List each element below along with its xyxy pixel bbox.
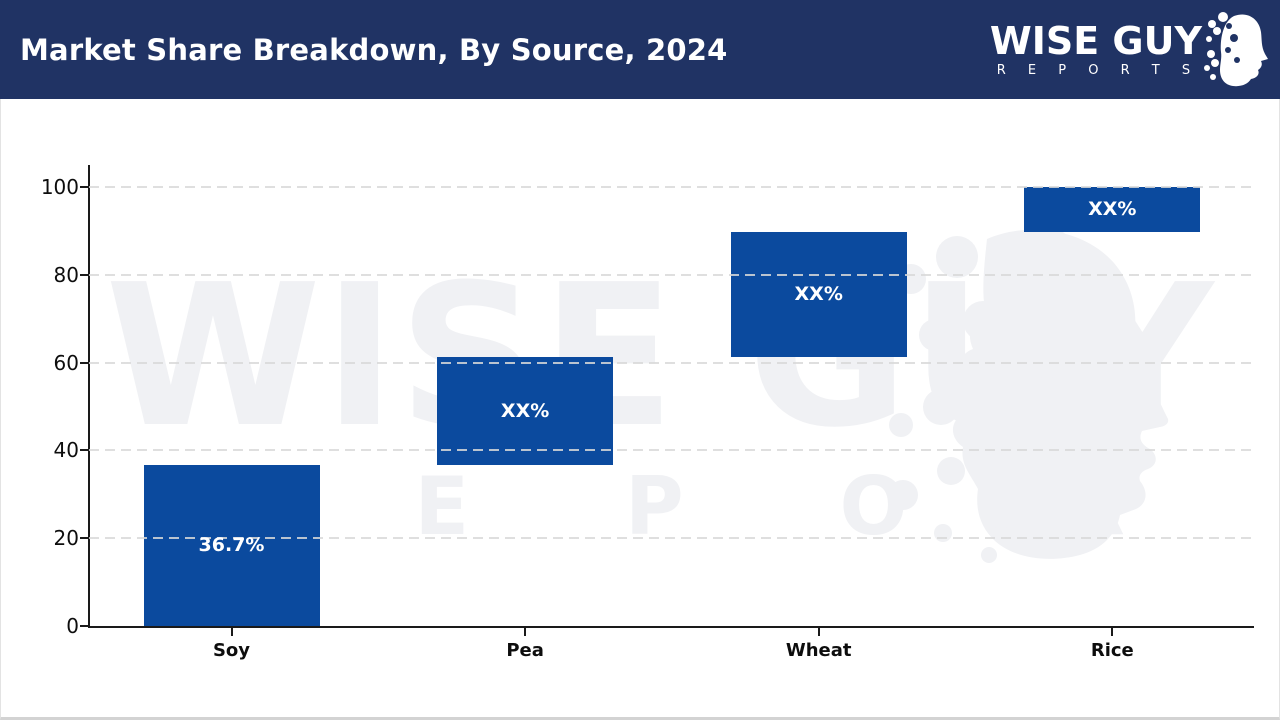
y-tick-mark [80,361,88,364]
y-tick-label: 100 [40,174,79,199]
y-tick-mark [80,185,88,188]
bar-rice [1024,186,1201,232]
logo-face-icon [1204,12,1268,87]
gridline [89,361,1254,364]
gridline [89,273,1254,276]
report-header: Market Share Breakdown, By Source, 2024 … [0,0,1280,99]
x-tick-label: Pea [506,640,544,661]
y-tick-mark [80,625,88,627]
y-tick-mark [80,449,88,452]
bar-soy [143,464,320,626]
bar-pea [437,357,614,465]
x-axis-line [88,626,1254,628]
y-tick-label: 80 [53,262,79,287]
bar-value-label: XX% [1088,197,1137,220]
bar-value-label: XX% [500,399,550,422]
x-tick-label: Rice [1090,640,1134,661]
y-tick-label: 60 [53,350,79,375]
logo-subtitle: R E P O R T S [996,63,1200,78]
x-tick-mark [1111,628,1114,636]
page-title: Market Share Breakdown, By Source, 2024 [20,32,728,67]
y-axis-line [88,165,90,628]
x-tick-label: Soy [212,640,251,661]
x-tick-label: Wheat [785,640,852,661]
bar-wheat [730,232,907,358]
y-tick-mark [80,537,88,540]
x-tick-mark [524,628,527,636]
logo-text: WISE GUY R E P O R T S [990,22,1202,78]
x-tick-mark [817,628,820,636]
watermark-face-icon [887,229,1169,563]
x-tick-mark [230,628,233,636]
y-tick-label: 20 [53,526,79,551]
y-tick-label: 0 [66,614,79,638]
bar-value-label: 36.7% [198,533,265,556]
y-tick-mark [80,273,88,276]
waterfall-chart: 0 20 40 60 80 100 Soy Pea Wheat Rice 36.7% XX% XX%… [1,99,1280,720]
wise-guy-logo: WISE GUY R E P O R T S [990,8,1268,88]
gridline [89,449,1254,452]
gridline [89,537,1254,540]
logo-wordmark: WISE GUY [989,19,1202,63]
bar-value-label: XX% [794,283,843,306]
gridline [89,185,1254,188]
y-tick-label: 40 [53,438,79,463]
